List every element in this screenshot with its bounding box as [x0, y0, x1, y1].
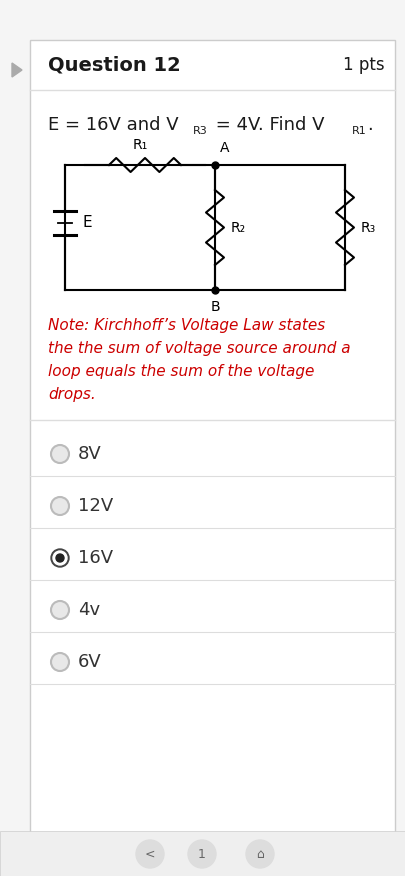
Polygon shape	[12, 63, 22, 77]
Text: R₃: R₃	[361, 221, 376, 235]
Text: 1 pts: 1 pts	[343, 56, 385, 74]
Text: 12V: 12V	[78, 497, 113, 515]
Circle shape	[51, 653, 69, 671]
Text: Note: Kirchhoff’s Voltage Law states: Note: Kirchhoff’s Voltage Law states	[48, 318, 325, 333]
Text: 16V: 16V	[78, 549, 113, 567]
Text: R1: R1	[352, 126, 367, 136]
Text: <: <	[145, 847, 155, 860]
Bar	[0, 831, 405, 876]
Circle shape	[188, 840, 216, 868]
Text: E: E	[83, 215, 93, 230]
Circle shape	[51, 445, 69, 463]
Text: R3: R3	[193, 126, 208, 136]
Text: B: B	[210, 300, 220, 314]
Text: 6V: 6V	[78, 653, 102, 671]
Text: loop equals the sum of the voltage: loop equals the sum of the voltage	[48, 364, 314, 379]
Text: E = 16V and V: E = 16V and V	[48, 116, 179, 134]
Text: Question 12: Question 12	[48, 55, 181, 74]
Text: R₂: R₂	[231, 221, 246, 235]
Text: drops.: drops.	[48, 387, 96, 402]
Text: .: .	[367, 116, 373, 134]
Circle shape	[136, 840, 164, 868]
Circle shape	[246, 840, 274, 868]
Text: R₁: R₁	[132, 138, 148, 152]
Circle shape	[53, 551, 67, 565]
Text: = 4V. Find V: = 4V. Find V	[210, 116, 324, 134]
Circle shape	[51, 601, 69, 619]
Circle shape	[56, 554, 64, 562]
Text: 8V: 8V	[78, 445, 102, 463]
Circle shape	[51, 549, 69, 567]
Text: A: A	[220, 141, 230, 155]
Text: the the sum of voltage source around a: the the sum of voltage source around a	[48, 341, 351, 356]
Text: ⌂: ⌂	[256, 847, 264, 860]
Text: 1: 1	[198, 847, 206, 860]
Text: 4v: 4v	[78, 601, 100, 619]
Circle shape	[51, 497, 69, 515]
